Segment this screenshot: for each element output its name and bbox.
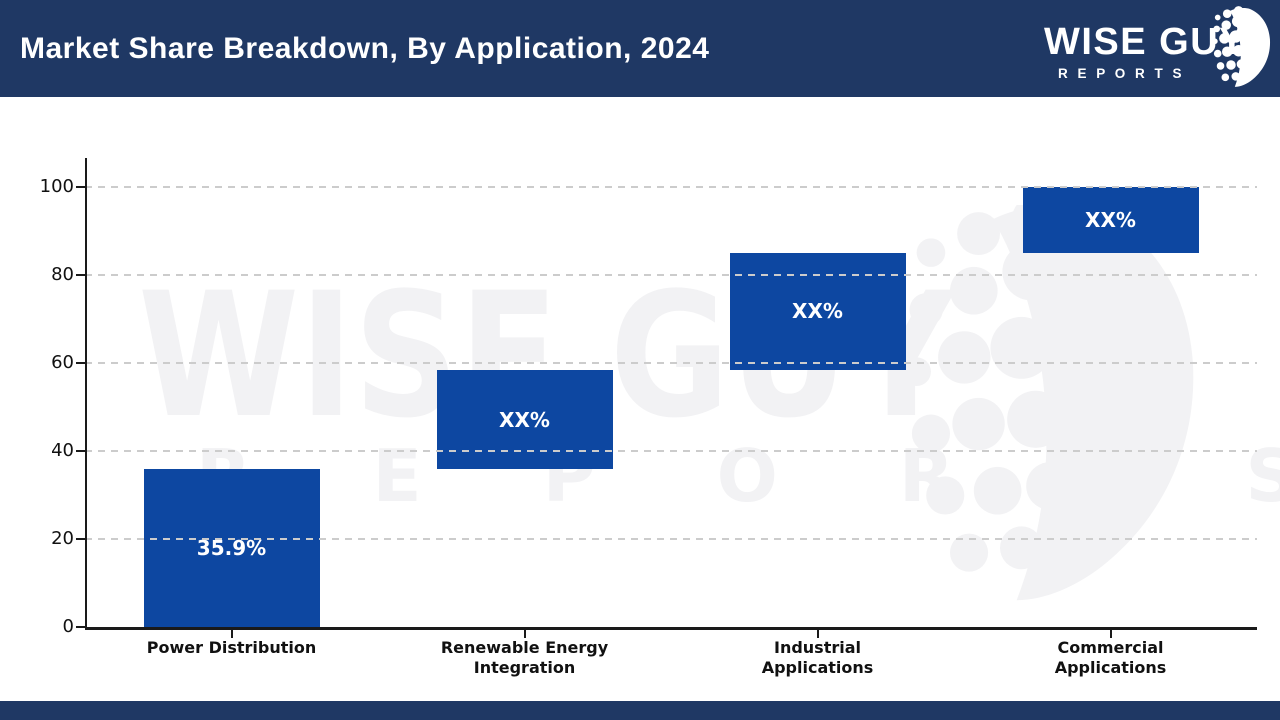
gridline-20 (85, 538, 1257, 540)
chart-title: Market Share Breakdown, By Application, … (20, 31, 710, 65)
x-tick (1109, 630, 1112, 638)
y-tick-label: 80 (51, 264, 74, 285)
bar-industrial-applications: XX% (729, 252, 906, 371)
category-label-power-distribution: Power Distribution (146, 638, 317, 657)
x-tick (230, 630, 233, 638)
y-tick-label: 60 (51, 352, 74, 373)
footer-bar (0, 701, 1280, 720)
bar-value-label: XX% (499, 407, 550, 432)
bar-renewable-energy-integration: XX% (436, 370, 613, 470)
y-tick (76, 450, 85, 452)
x-axis-line (85, 627, 1257, 630)
y-tick (76, 626, 85, 628)
y-tick-label: 100 (39, 176, 74, 197)
gridline-40 (85, 450, 1257, 452)
logo-reports-text: R E P O R T S (1058, 66, 1185, 81)
y-axis-line (85, 158, 87, 629)
category-label-renewable-energy-integration: Renewable Energy Integration (440, 638, 609, 677)
y-tick (76, 186, 85, 188)
category-label-industrial-applications: Industrial Applications (761, 638, 874, 677)
logo-wiseguy-text: WISE GUY (1044, 21, 1246, 63)
y-tick (76, 538, 85, 540)
header-bar: Market Share Breakdown, By Application, … (0, 0, 1280, 97)
y-tick-label: 0 (62, 616, 74, 637)
bar-value-label: 35.9% (196, 536, 267, 560)
gridline-60 (85, 362, 1257, 364)
bar-commercial-applications: XX% (1022, 187, 1199, 253)
gridline-100 (85, 186, 1257, 188)
y-tick (76, 362, 85, 364)
y-tick-label: 40 (51, 440, 74, 461)
bar-value-label: XX% (792, 299, 843, 324)
x-tick (816, 630, 819, 638)
y-tick (76, 274, 85, 276)
bar-value-label: XX% (1085, 207, 1136, 232)
category-label-commercial-applications: Commercial Applications (1054, 638, 1167, 677)
gridline-80 (85, 274, 1257, 276)
bar-power-distribution: 35.9% (143, 469, 320, 627)
watermark-head-icon (902, 205, 1194, 601)
x-tick (523, 630, 526, 638)
wise-guy-reports-logo: WISE GUY R E P O R T S (1044, 6, 1271, 87)
y-tick-label: 20 (51, 528, 74, 549)
